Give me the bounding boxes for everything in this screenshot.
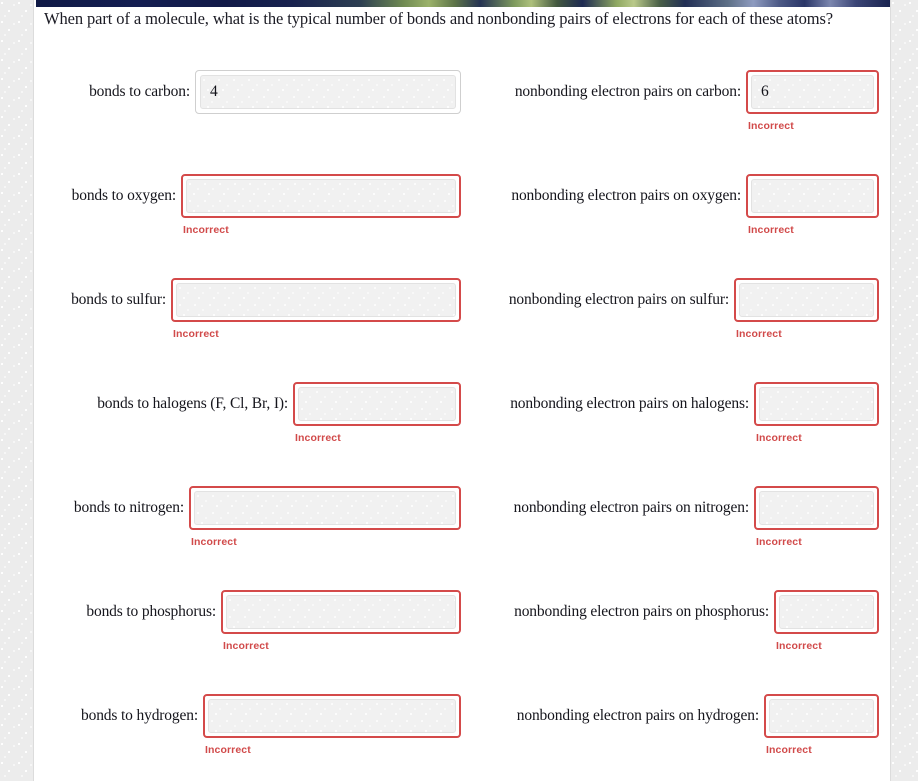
answer-cell-left: bonds to halogens (F, Cl, Br, I): Incorre… [37, 352, 469, 456]
answer-input[interactable]: 4 [195, 70, 461, 114]
answer-input-value[interactable] [769, 699, 874, 733]
answer-input[interactable] [171, 278, 461, 322]
answer-cell-left: bonds to phosphorus: Incorrect [37, 560, 469, 664]
answer-input-value[interactable] [186, 179, 456, 213]
field-label: bonds to sulfur: [71, 291, 166, 308]
answer-cell-left: bonds to sulfur: Incorrect [37, 248, 469, 352]
field-group: nonbonding electron pairs on sulfur: [509, 278, 879, 322]
answer-cell-left: bonds to oxygen: Incorrect [37, 144, 469, 248]
status-badge: Incorrect [776, 640, 822, 652]
status-badge: Incorrect [295, 432, 341, 444]
answer-input[interactable] [189, 486, 461, 530]
answer-input[interactable] [764, 694, 879, 738]
answer-cell-right: nonbonding electron pairs on phosphorus:… [469, 560, 890, 664]
answer-input-value[interactable] [298, 387, 456, 421]
status-badge: Incorrect [736, 328, 782, 340]
answer-cell-left: bonds to hydrogen: Incorrect [37, 664, 469, 768]
answer-cell-right: nonbonding electron pairs on halogens: In… [469, 352, 890, 456]
answer-input[interactable] [746, 174, 879, 218]
answer-input-value[interactable] [779, 595, 874, 629]
field-label: nonbonding electron pairs on oxygen: [511, 187, 741, 204]
right-page-margin [890, 0, 918, 781]
status-badge: Incorrect [748, 224, 794, 236]
field-label: nonbonding electron pairs on phosphorus: [514, 603, 769, 620]
answer-row: bonds to nitrogen: Incorrect nonbonding el… [37, 456, 890, 560]
field-group: bonds to nitrogen: [74, 486, 461, 530]
answer-input[interactable] [203, 694, 461, 738]
field-group: nonbonding electron pairs on carbon: 6 [515, 70, 879, 114]
answer-cell-left: bonds to carbon: 4 [37, 40, 469, 144]
status-badge: Incorrect [766, 744, 812, 756]
answer-input[interactable] [754, 486, 879, 530]
header-banner-image [36, 0, 890, 7]
field-label: bonds to phosphorus: [86, 603, 216, 620]
field-label: nonbonding electron pairs on hydrogen: [516, 707, 759, 724]
answer-cell-right: nonbonding electron pairs on sulfur: Inco… [469, 248, 890, 352]
answer-input[interactable] [754, 382, 879, 426]
field-label: nonbonding electron pairs on sulfur: [508, 291, 729, 308]
status-badge: Incorrect [191, 536, 237, 548]
status-badge: Incorrect [223, 640, 269, 652]
answer-input-value[interactable]: 4 [200, 75, 456, 109]
answer-row: bonds to hydrogen: Incorrect nonbonding el… [37, 664, 890, 768]
answer-input-value[interactable] [739, 283, 874, 317]
answer-input-value[interactable] [194, 491, 456, 525]
status-badge: Incorrect [205, 744, 251, 756]
answer-cell-right: nonbonding electron pairs on hydrogen: In… [469, 664, 890, 768]
answer-input[interactable] [221, 590, 461, 634]
field-label: bonds to nitrogen: [73, 499, 184, 516]
field-group: bonds to halogens (F, Cl, Br, I): [97, 382, 461, 426]
answer-input-value[interactable]: 6 [751, 75, 874, 109]
answer-form: bonds to carbon: 4 nonbonding electron pai… [37, 40, 890, 781]
answer-input[interactable] [181, 174, 461, 218]
answer-input[interactable]: 6 [746, 70, 879, 114]
field-group: bonds to phosphorus: [86, 590, 461, 634]
answer-cell-right: nonbonding electron pairs on nitrogen: In… [469, 456, 890, 560]
field-group: bonds to oxygen: [72, 174, 461, 218]
status-badge: Incorrect [756, 536, 802, 548]
answer-cell-left: bonds to nitrogen: Incorrect [37, 456, 469, 560]
answer-input[interactable] [293, 382, 461, 426]
field-label: bonds to oxygen: [71, 187, 177, 204]
answer-cell-right: nonbonding electron pairs on carbon: 6 Inc… [469, 40, 890, 144]
question-prompt: When part of a molecule, what is the typ… [44, 9, 834, 28]
field-group: nonbonding electron pairs on hydrogen: [517, 694, 879, 738]
field-group: nonbonding electron pairs on oxygen: [511, 174, 879, 218]
answer-input[interactable] [774, 590, 879, 634]
answer-input-value[interactable] [759, 387, 874, 421]
answer-input[interactable] [734, 278, 879, 322]
field-label: bonds to halogens (F, Cl, Br, I): [97, 395, 288, 412]
answer-row: bonds to oxygen: Incorrect nonbonding elec… [37, 144, 890, 248]
answer-input-value[interactable] [208, 699, 456, 733]
status-badge: Incorrect [173, 328, 219, 340]
field-group: nonbonding electron pairs on nitrogen: [514, 486, 879, 530]
answer-input-value[interactable] [751, 179, 874, 213]
field-group: bonds to carbon: 4 [89, 70, 461, 114]
answer-row: bonds to phosphorus: Incorrect nonbonding … [37, 560, 890, 664]
field-label: nonbonding electron pairs on carbon: [514, 83, 741, 100]
status-badge: Incorrect [183, 224, 229, 236]
status-badge: Incorrect [756, 432, 802, 444]
field-group: bonds to hydrogen: [81, 694, 461, 738]
left-page-margin [0, 0, 34, 781]
field-group: bonds to sulfur: [71, 278, 461, 322]
field-label: nonbonding electron pairs on nitrogen: [513, 499, 750, 516]
answer-row: bonds to sulfur: Incorrect nonbonding elec… [37, 248, 890, 352]
status-badge: Incorrect [748, 120, 794, 132]
field-label: bonds to hydrogen: [81, 707, 198, 724]
answer-input-value[interactable] [759, 491, 874, 525]
field-group: nonbonding electron pairs on halogens: [510, 382, 879, 426]
answer-input-value[interactable] [176, 283, 456, 317]
field-label: nonbonding electron pairs on halogens: [510, 395, 749, 412]
answer-row: bonds to carbon: 4 nonbonding electron pai… [37, 40, 890, 144]
answer-cell-right: nonbonding electron pairs on oxygen: Inco… [469, 144, 890, 248]
field-label: bonds to carbon: [89, 83, 190, 100]
answer-row: bonds to halogens (F, Cl, Br, I): Incorre… [37, 352, 890, 456]
answer-input-value[interactable] [226, 595, 456, 629]
field-group: nonbonding electron pairs on phosphorus: [514, 590, 879, 634]
